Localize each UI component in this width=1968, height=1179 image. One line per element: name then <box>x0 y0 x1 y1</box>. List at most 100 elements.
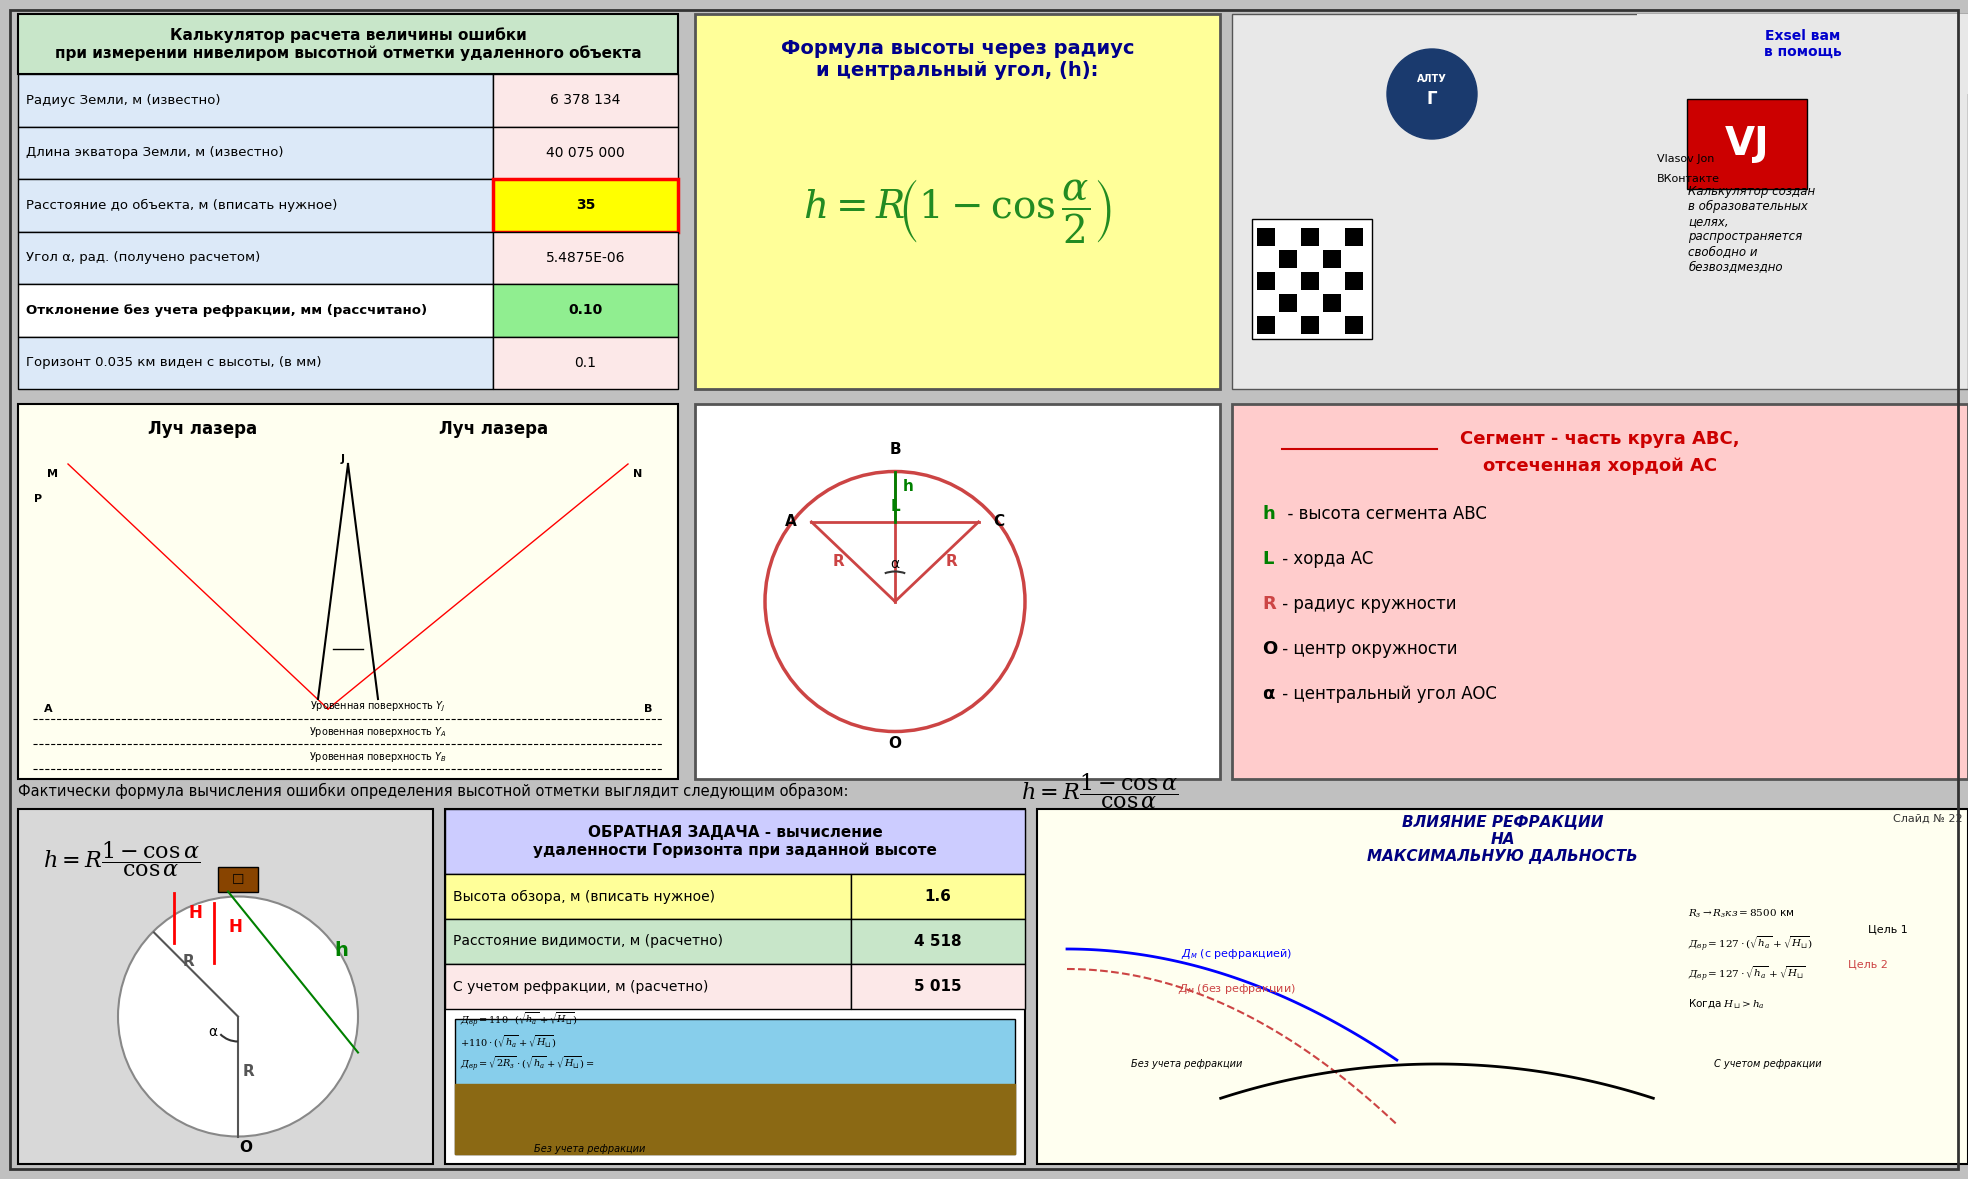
FancyBboxPatch shape <box>1322 250 1340 268</box>
Text: - центральный угол AOC: - центральный угол AOC <box>1277 685 1498 703</box>
FancyBboxPatch shape <box>494 126 679 179</box>
FancyBboxPatch shape <box>18 179 494 231</box>
Text: - радиус кружности: - радиус кружности <box>1277 595 1456 613</box>
Text: Когда $H_{\sqcup} > h_a$: Когда $H_{\sqcup} > h_a$ <box>1689 997 1765 1010</box>
Text: Цель 2: Цель 2 <box>1848 959 1887 969</box>
FancyBboxPatch shape <box>494 179 679 231</box>
FancyBboxPatch shape <box>850 874 1025 918</box>
FancyBboxPatch shape <box>1232 14 1968 389</box>
Text: 0.1: 0.1 <box>575 356 596 370</box>
Text: отсеченная хордой AC: отсеченная хордой AC <box>1484 457 1716 475</box>
Text: 4 518: 4 518 <box>915 934 962 949</box>
FancyBboxPatch shape <box>18 284 494 336</box>
Text: Расстояние видимости, м (расчетно): Расстояние видимости, м (расчетно) <box>453 935 722 948</box>
Text: P: P <box>33 494 41 503</box>
FancyBboxPatch shape <box>18 231 494 284</box>
Text: R: R <box>1261 595 1275 613</box>
Text: $R_з \to R_зкз = 8500$ км: $R_з \to R_зкз = 8500$ км <box>1689 908 1795 921</box>
Text: O: O <box>1261 640 1277 658</box>
Text: ОБРАТНАЯ ЗАДАЧА - вычисление
удаленности Горизонта при заданной высоте: ОБРАТНАЯ ЗАДАЧА - вычисление удаленности… <box>533 824 937 857</box>
FancyBboxPatch shape <box>850 964 1025 1009</box>
Text: $h = R\dfrac{1 - \cos\alpha}{\cos\alpha}$: $h = R\dfrac{1 - \cos\alpha}{\cos\alpha}… <box>43 839 201 880</box>
Text: 1.6: 1.6 <box>925 889 951 904</box>
FancyBboxPatch shape <box>445 964 850 1009</box>
Text: Уровенная поверхность $Y_J$: Уровенная поверхность $Y_J$ <box>311 699 447 714</box>
Text: - центр окружности: - центр окружности <box>1277 640 1458 658</box>
FancyBboxPatch shape <box>1037 809 1968 1164</box>
FancyBboxPatch shape <box>1252 219 1372 340</box>
FancyBboxPatch shape <box>1301 228 1319 246</box>
Text: A: A <box>43 704 53 714</box>
Text: ☐: ☐ <box>232 872 244 887</box>
Text: Цель 1: Цель 1 <box>1868 924 1907 934</box>
Text: N: N <box>634 469 644 479</box>
Text: АЛТУ: АЛТУ <box>1417 74 1446 84</box>
Text: ВЛИЯНИЕ РЕФРАКЦИИ
НА
МАКСИМАЛЬНУЮ ДАЛЬНОСТЬ: ВЛИЯНИЕ РЕФРАКЦИИ НА МАКСИМАЛЬНУЮ ДАЛЬНО… <box>1368 815 1637 864</box>
Text: Фактически формула вычисления ошибки определения высотной отметки выглядит следу: Фактически формула вычисления ошибки опр… <box>18 783 848 799</box>
Text: Луч лазера: Луч лазера <box>439 420 547 439</box>
FancyBboxPatch shape <box>494 336 679 389</box>
FancyBboxPatch shape <box>1637 14 1968 94</box>
Text: Горизонт 0.035 км виден с высоты, (в мм): Горизонт 0.035 км виден с высоты, (в мм) <box>26 356 321 369</box>
Text: 5.4875E-06: 5.4875E-06 <box>545 251 626 265</box>
Text: С учетом рефракции: С учетом рефракции <box>1714 1059 1822 1069</box>
Text: R: R <box>242 1065 254 1080</box>
Text: Радиус Земли, м (известно): Радиус Земли, м (известно) <box>26 94 220 107</box>
FancyBboxPatch shape <box>1301 316 1319 334</box>
FancyBboxPatch shape <box>850 918 1025 964</box>
Circle shape <box>766 472 1025 731</box>
Text: h: h <box>335 942 348 961</box>
FancyBboxPatch shape <box>455 1019 1015 1154</box>
Text: Формула высоты через радиус
и центральный угол, (h):: Формула высоты через радиус и центральны… <box>781 39 1134 79</box>
Text: J: J <box>340 454 344 465</box>
Text: O: O <box>240 1139 252 1154</box>
Text: Уровенная поверхность $Y_A$: Уровенная поверхность $Y_A$ <box>309 725 447 739</box>
Text: H: H <box>228 918 242 936</box>
FancyBboxPatch shape <box>1301 272 1319 290</box>
Text: $Д_м$ (без рефракции): $Д_м$ (без рефракции) <box>1179 982 1295 995</box>
FancyBboxPatch shape <box>1279 294 1297 312</box>
FancyBboxPatch shape <box>218 867 258 891</box>
FancyBboxPatch shape <box>1344 272 1364 290</box>
Text: Калькулятор создан
в образовательных
целях,
распространяется
свободно и
безвоздм: Калькулятор создан в образовательных цел… <box>1689 185 1814 274</box>
Text: α: α <box>890 556 899 571</box>
Text: α: α <box>209 1026 218 1040</box>
FancyBboxPatch shape <box>494 231 679 284</box>
Text: B: B <box>890 441 901 456</box>
Text: $Д_{вр} = 110 \cdot (\sqrt{h_a} + \sqrt{H_{\sqcup}})$: $Д_{вр} = 110 \cdot (\sqrt{h_a} + \sqrt{… <box>461 1010 577 1029</box>
Text: Без учета рефракции: Без учета рефракции <box>535 1144 646 1154</box>
FancyBboxPatch shape <box>1344 228 1364 246</box>
Text: Без учета рефракции: Без учета рефракции <box>1132 1059 1242 1069</box>
Text: Луч лазера: Луч лазера <box>148 420 258 439</box>
FancyBboxPatch shape <box>494 74 679 126</box>
Text: O: O <box>888 736 901 751</box>
Text: Exsel вам
в помощь: Exsel вам в помощь <box>1763 29 1842 59</box>
Text: 6 378 134: 6 378 134 <box>551 93 620 107</box>
Text: M: M <box>47 469 59 479</box>
Text: $Д_{вр} = 127 \cdot (\sqrt{h_a} + \sqrt{H_{\sqcup}})$: $Д_{вр} = 127 \cdot (\sqrt{h_a} + \sqrt{… <box>1689 935 1813 954</box>
FancyBboxPatch shape <box>18 336 494 389</box>
Text: α: α <box>1261 685 1275 703</box>
Text: Слайд № 22: Слайд № 22 <box>1893 814 1962 824</box>
Text: Высота обзора, м (вписать нужное): Высота обзора, м (вписать нужное) <box>453 889 714 903</box>
FancyBboxPatch shape <box>18 74 494 126</box>
FancyBboxPatch shape <box>1687 99 1807 189</box>
Text: A: A <box>785 514 797 529</box>
Text: Г: Г <box>1427 90 1437 108</box>
Text: C: C <box>994 514 1006 529</box>
FancyBboxPatch shape <box>18 14 679 74</box>
Text: С учетом рефракции, м (расчетно): С учетом рефракции, м (расчетно) <box>453 980 708 994</box>
FancyBboxPatch shape <box>695 14 1220 389</box>
Text: Расстояние до объекта, м (вписать нужное): Расстояние до объекта, м (вписать нужное… <box>26 199 337 212</box>
Text: VJ: VJ <box>1724 125 1769 163</box>
Text: $Д_{вр} = \sqrt{2R_з} \cdot (\sqrt{h_a} + \sqrt{H_{\sqcup}}) =$: $Д_{вр} = \sqrt{2R_з} \cdot (\sqrt{h_a} … <box>461 1054 594 1074</box>
Text: Уровенная поверхность $Y_B$: Уровенная поверхность $Y_B$ <box>309 750 447 764</box>
Circle shape <box>766 472 1025 731</box>
Text: R: R <box>832 554 844 569</box>
Text: ВКонтакте: ВКонтакте <box>1657 174 1720 184</box>
FancyBboxPatch shape <box>18 404 679 779</box>
Text: $Д_м$ (с рефракцией): $Д_м$ (с рефракцией) <box>1181 948 1293 961</box>
Text: Калькулятор расчета величины ошибки
при измерении нивелиром высотной отметки уда: Калькулятор расчета величины ошибки при … <box>55 27 642 61</box>
Text: 5 015: 5 015 <box>915 979 962 994</box>
FancyBboxPatch shape <box>695 404 1220 779</box>
